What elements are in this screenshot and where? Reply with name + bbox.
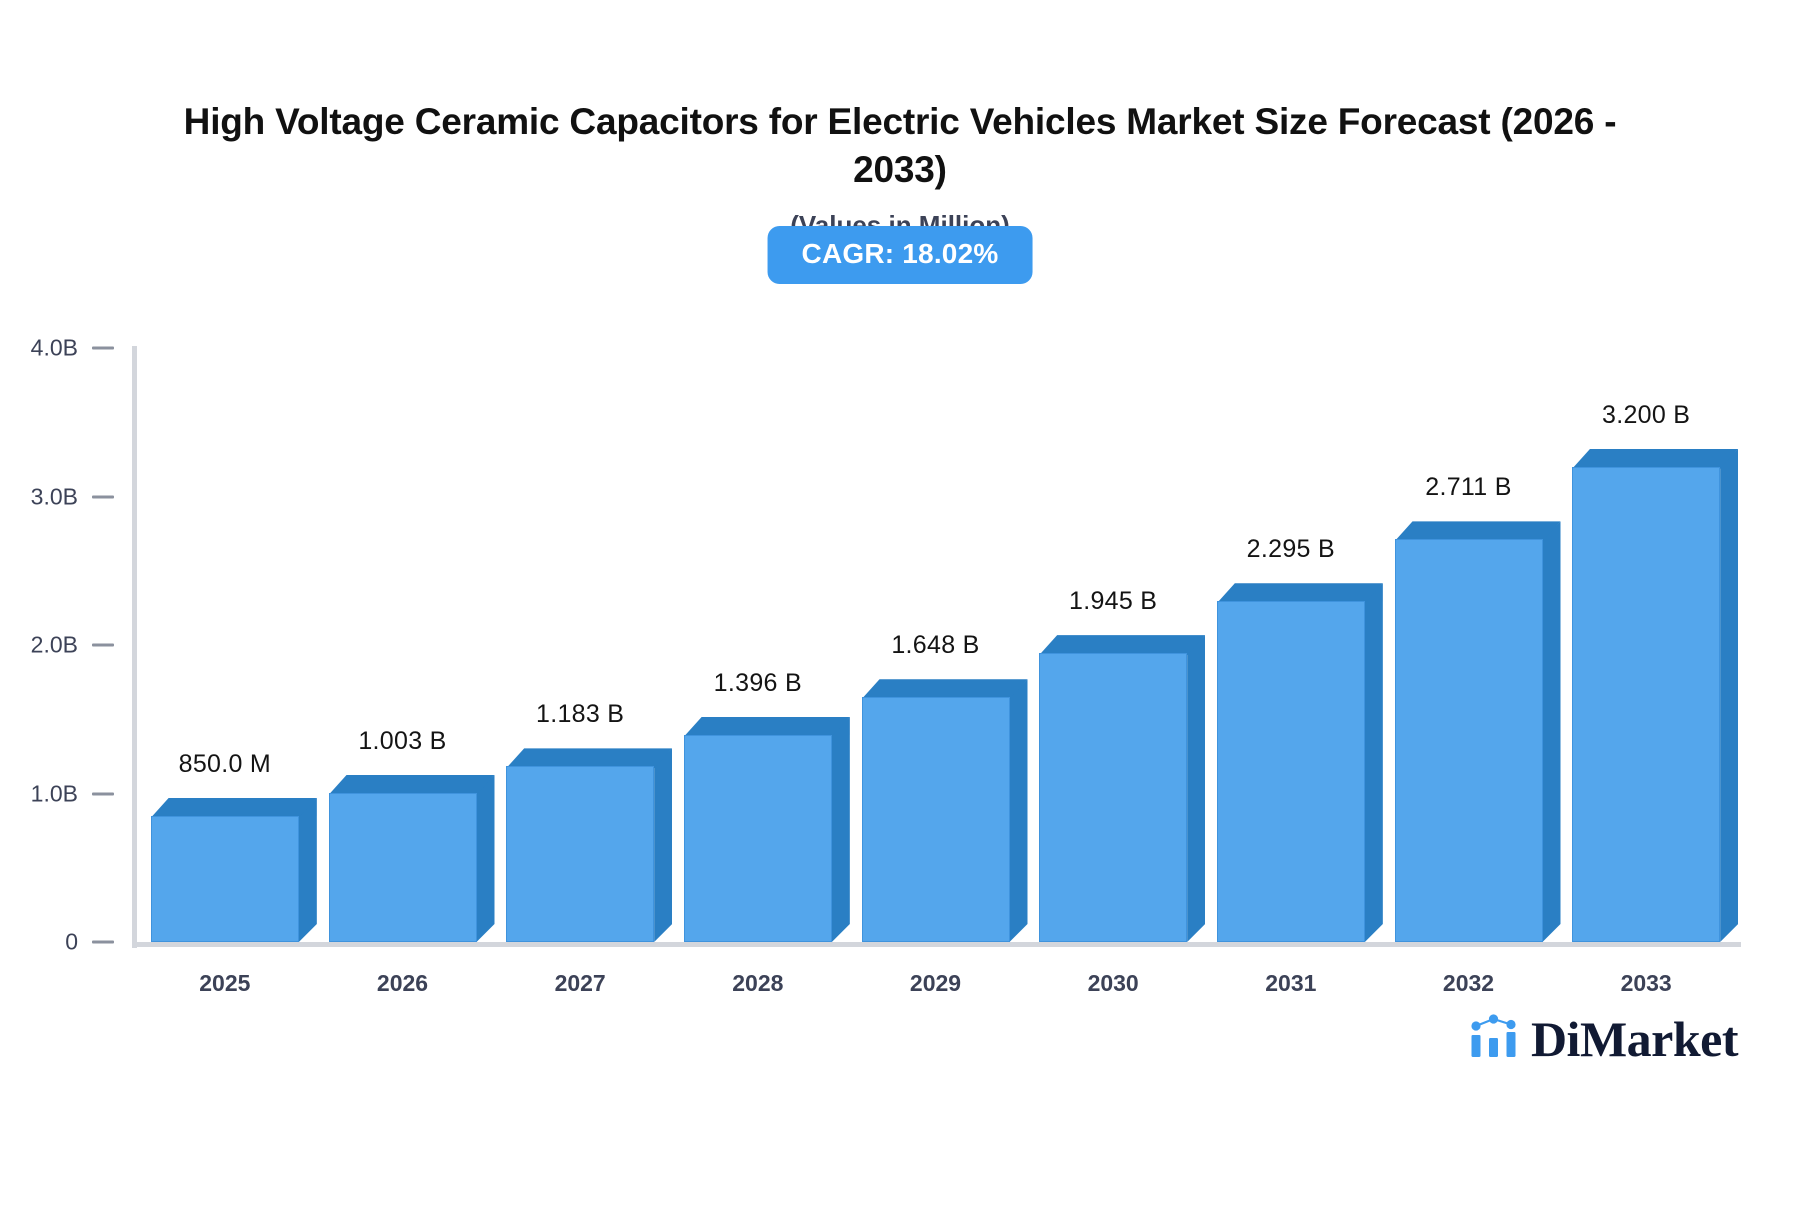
page-title: High Voltage Ceramic Capacitors for Elec… <box>183 101 1617 191</box>
y-axis-tick-label: 3.0B <box>30 483 78 509</box>
bar-side-face <box>1365 583 1383 942</box>
y-axis-tick-label: 0 <box>65 928 78 955</box>
bar-front-face <box>683 734 832 942</box>
x-axis-tick-label: 2031 <box>1265 970 1317 996</box>
x-axis-tick-label: 2033 <box>1620 970 1672 996</box>
x-axis-tick-label: 2028 <box>732 970 784 996</box>
x-axis-line <box>132 942 1741 947</box>
y-axis-tick-mark <box>92 940 114 944</box>
bar[interactable] <box>328 775 495 942</box>
x-axis-tick-label: 2027 <box>554 970 606 996</box>
bar-front-face <box>1039 653 1188 942</box>
bar-value-label: 1.945 B <box>1069 587 1158 616</box>
bar[interactable] <box>861 679 1028 942</box>
y-axis-tick-mark <box>92 495 114 498</box>
bar-front-face <box>328 793 477 942</box>
bar-top-face <box>151 798 317 818</box>
bar-top-face <box>1395 521 1561 541</box>
bar[interactable] <box>1039 635 1205 942</box>
bar[interactable] <box>150 798 317 942</box>
bar-value-label: 1.183 B <box>536 700 625 729</box>
bar-top-face <box>862 679 1028 699</box>
title-block: High Voltage Ceramic Capacitors for Elec… <box>60 98 1740 241</box>
bar-top-face <box>329 775 495 795</box>
bar-value-label: 3.200 B <box>1602 400 1691 429</box>
bar-front-face <box>150 815 299 942</box>
y-axis-tick-label: 1.0B <box>30 780 78 806</box>
cagr-badge: CAGR: 18.02% <box>767 226 1033 284</box>
y-axis-tick-mark <box>92 792 114 795</box>
bar[interactable] <box>683 717 850 942</box>
y-axis-tick-mark <box>92 643 114 647</box>
bar-side-face <box>1010 679 1028 942</box>
bar-value-label: 2.711 B <box>1425 473 1512 502</box>
y-axis-tick-label: 4.0B <box>30 334 78 361</box>
bar-side-face <box>477 775 495 942</box>
bar-top-face <box>684 717 850 737</box>
logo-text: DiMarket <box>1530 1010 1739 1067</box>
bar-side-face <box>1187 635 1205 942</box>
bar-side-face <box>1720 449 1738 942</box>
x-axis-tick-label: 2029 <box>909 970 962 996</box>
bar-value-label: 1.648 B <box>891 631 980 660</box>
bar-front-face <box>1216 601 1365 942</box>
bar-top-face <box>1217 583 1383 603</box>
bar-front-face <box>506 766 655 942</box>
bar-side-face <box>654 748 672 942</box>
bar-top-face <box>506 748 672 768</box>
bar-side-face <box>299 798 317 942</box>
bar-value-label: 1.396 B <box>713 668 802 697</box>
brand-logo: DiMarket <box>1469 1010 1739 1067</box>
x-axis-tick-label: 2032 <box>1442 970 1495 996</box>
bar[interactable] <box>1394 521 1561 942</box>
bar-side-face <box>832 717 850 942</box>
bar-side-face <box>1543 521 1561 942</box>
bar-top-face <box>1572 449 1738 469</box>
bar-front-face <box>1572 466 1721 942</box>
bar[interactable] <box>1572 449 1738 942</box>
bar-front-face <box>1394 539 1543 942</box>
bar-chart-icon <box>1469 1013 1521 1064</box>
x-axis-tick-label: 2025 <box>199 970 251 996</box>
x-axis-tick-label: 2030 <box>1087 970 1139 996</box>
bar-value-label: 2.295 B <box>1246 535 1335 564</box>
bar-top-face <box>1039 635 1205 655</box>
y-axis-tick-label: 2.0B <box>30 631 78 658</box>
y-axis-line <box>132 346 137 948</box>
x-axis-tick-label: 2026 <box>376 970 429 996</box>
y-axis-tick-mark <box>92 346 114 350</box>
bar[interactable] <box>1216 583 1383 942</box>
bar[interactable] <box>506 748 672 942</box>
bar-value-label: 1.003 B <box>358 727 447 756</box>
bar-front-face <box>861 697 1010 942</box>
bar-value-label: 850.0 M <box>178 749 272 778</box>
